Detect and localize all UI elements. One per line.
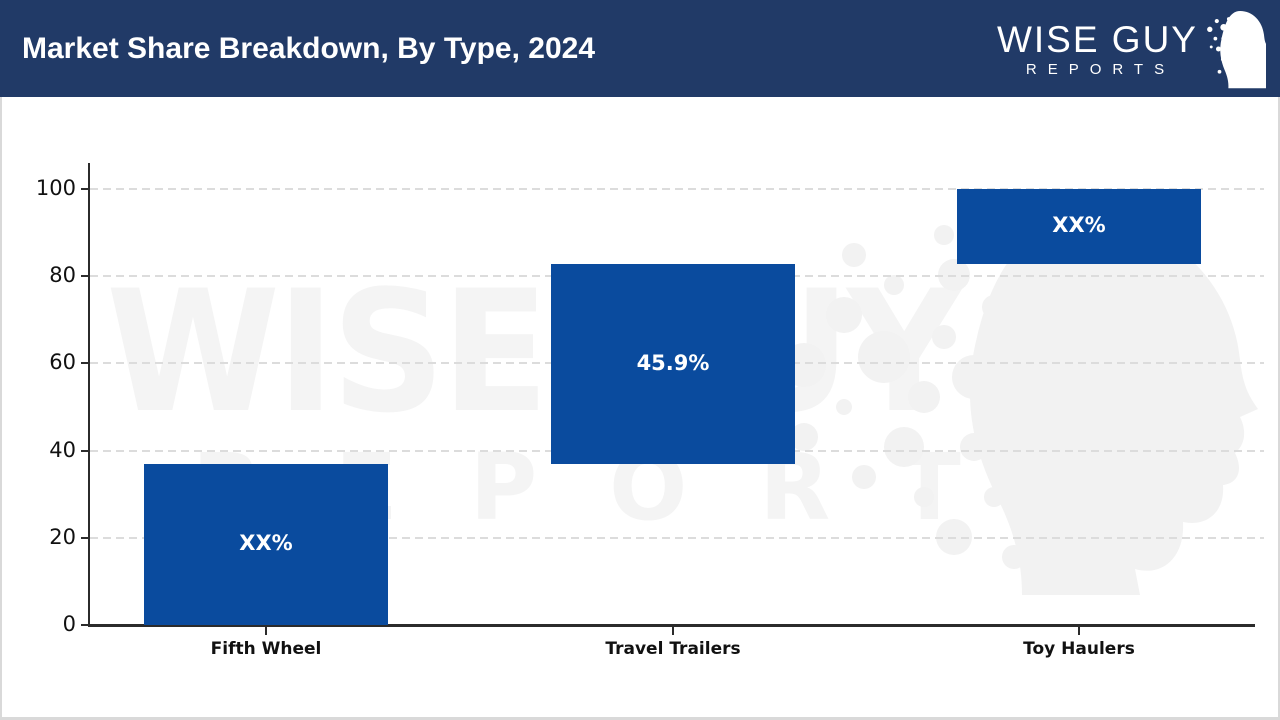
bar-segment [551,263,795,464]
y-tick-label: 0 [62,612,76,636]
y-tick-20 [81,536,88,539]
y-tick-0 [81,624,88,626]
x-tick [1078,627,1080,635]
x-tick [672,627,674,635]
logo-wordmark: WISE GUY [996,18,1198,60]
bar-value-label: XX% [239,531,293,556]
gridline-20 [90,536,1264,539]
x-tick-label: Travel Trailers [605,639,741,659]
header-band: Market Share Breakdown, By Type, 2024 WI… [0,0,1280,97]
gridline-100 [90,188,1264,190]
bar-value-label: 45.9% [636,350,710,375]
wiseguy-logo-text: WISE GUY REPORTS [997,21,1198,78]
logo-subtitle: REPORTS [1025,60,1176,78]
bar-value-label: XX% [1052,213,1106,238]
x-axis-line [88,624,1255,627]
bar-segment [957,189,1201,264]
bar-segment [144,463,388,625]
y-axis-line [88,163,90,626]
x-tick-label: Fifth Wheel [210,639,322,659]
y-tick-label: 60 [49,350,76,375]
y-tick-40 [81,449,88,452]
y-tick-80 [81,275,88,278]
wiseguy-head-icon [1207,10,1266,89]
y-tick-label: 100 [35,176,76,200]
y-tick-label: 80 [49,263,76,288]
y-tick-60 [81,362,88,365]
x-tick-label: Toy Haulers [1023,639,1135,659]
page-title: Market Share Breakdown, By Type, 2024 [22,31,596,65]
x-tick [265,627,267,635]
y-tick-label: 20 [49,524,76,549]
y-tick-label: 40 [49,437,76,462]
y-tick-100 [81,188,88,190]
wiseguy-logo: WISE GUY REPORTS [997,6,1266,92]
